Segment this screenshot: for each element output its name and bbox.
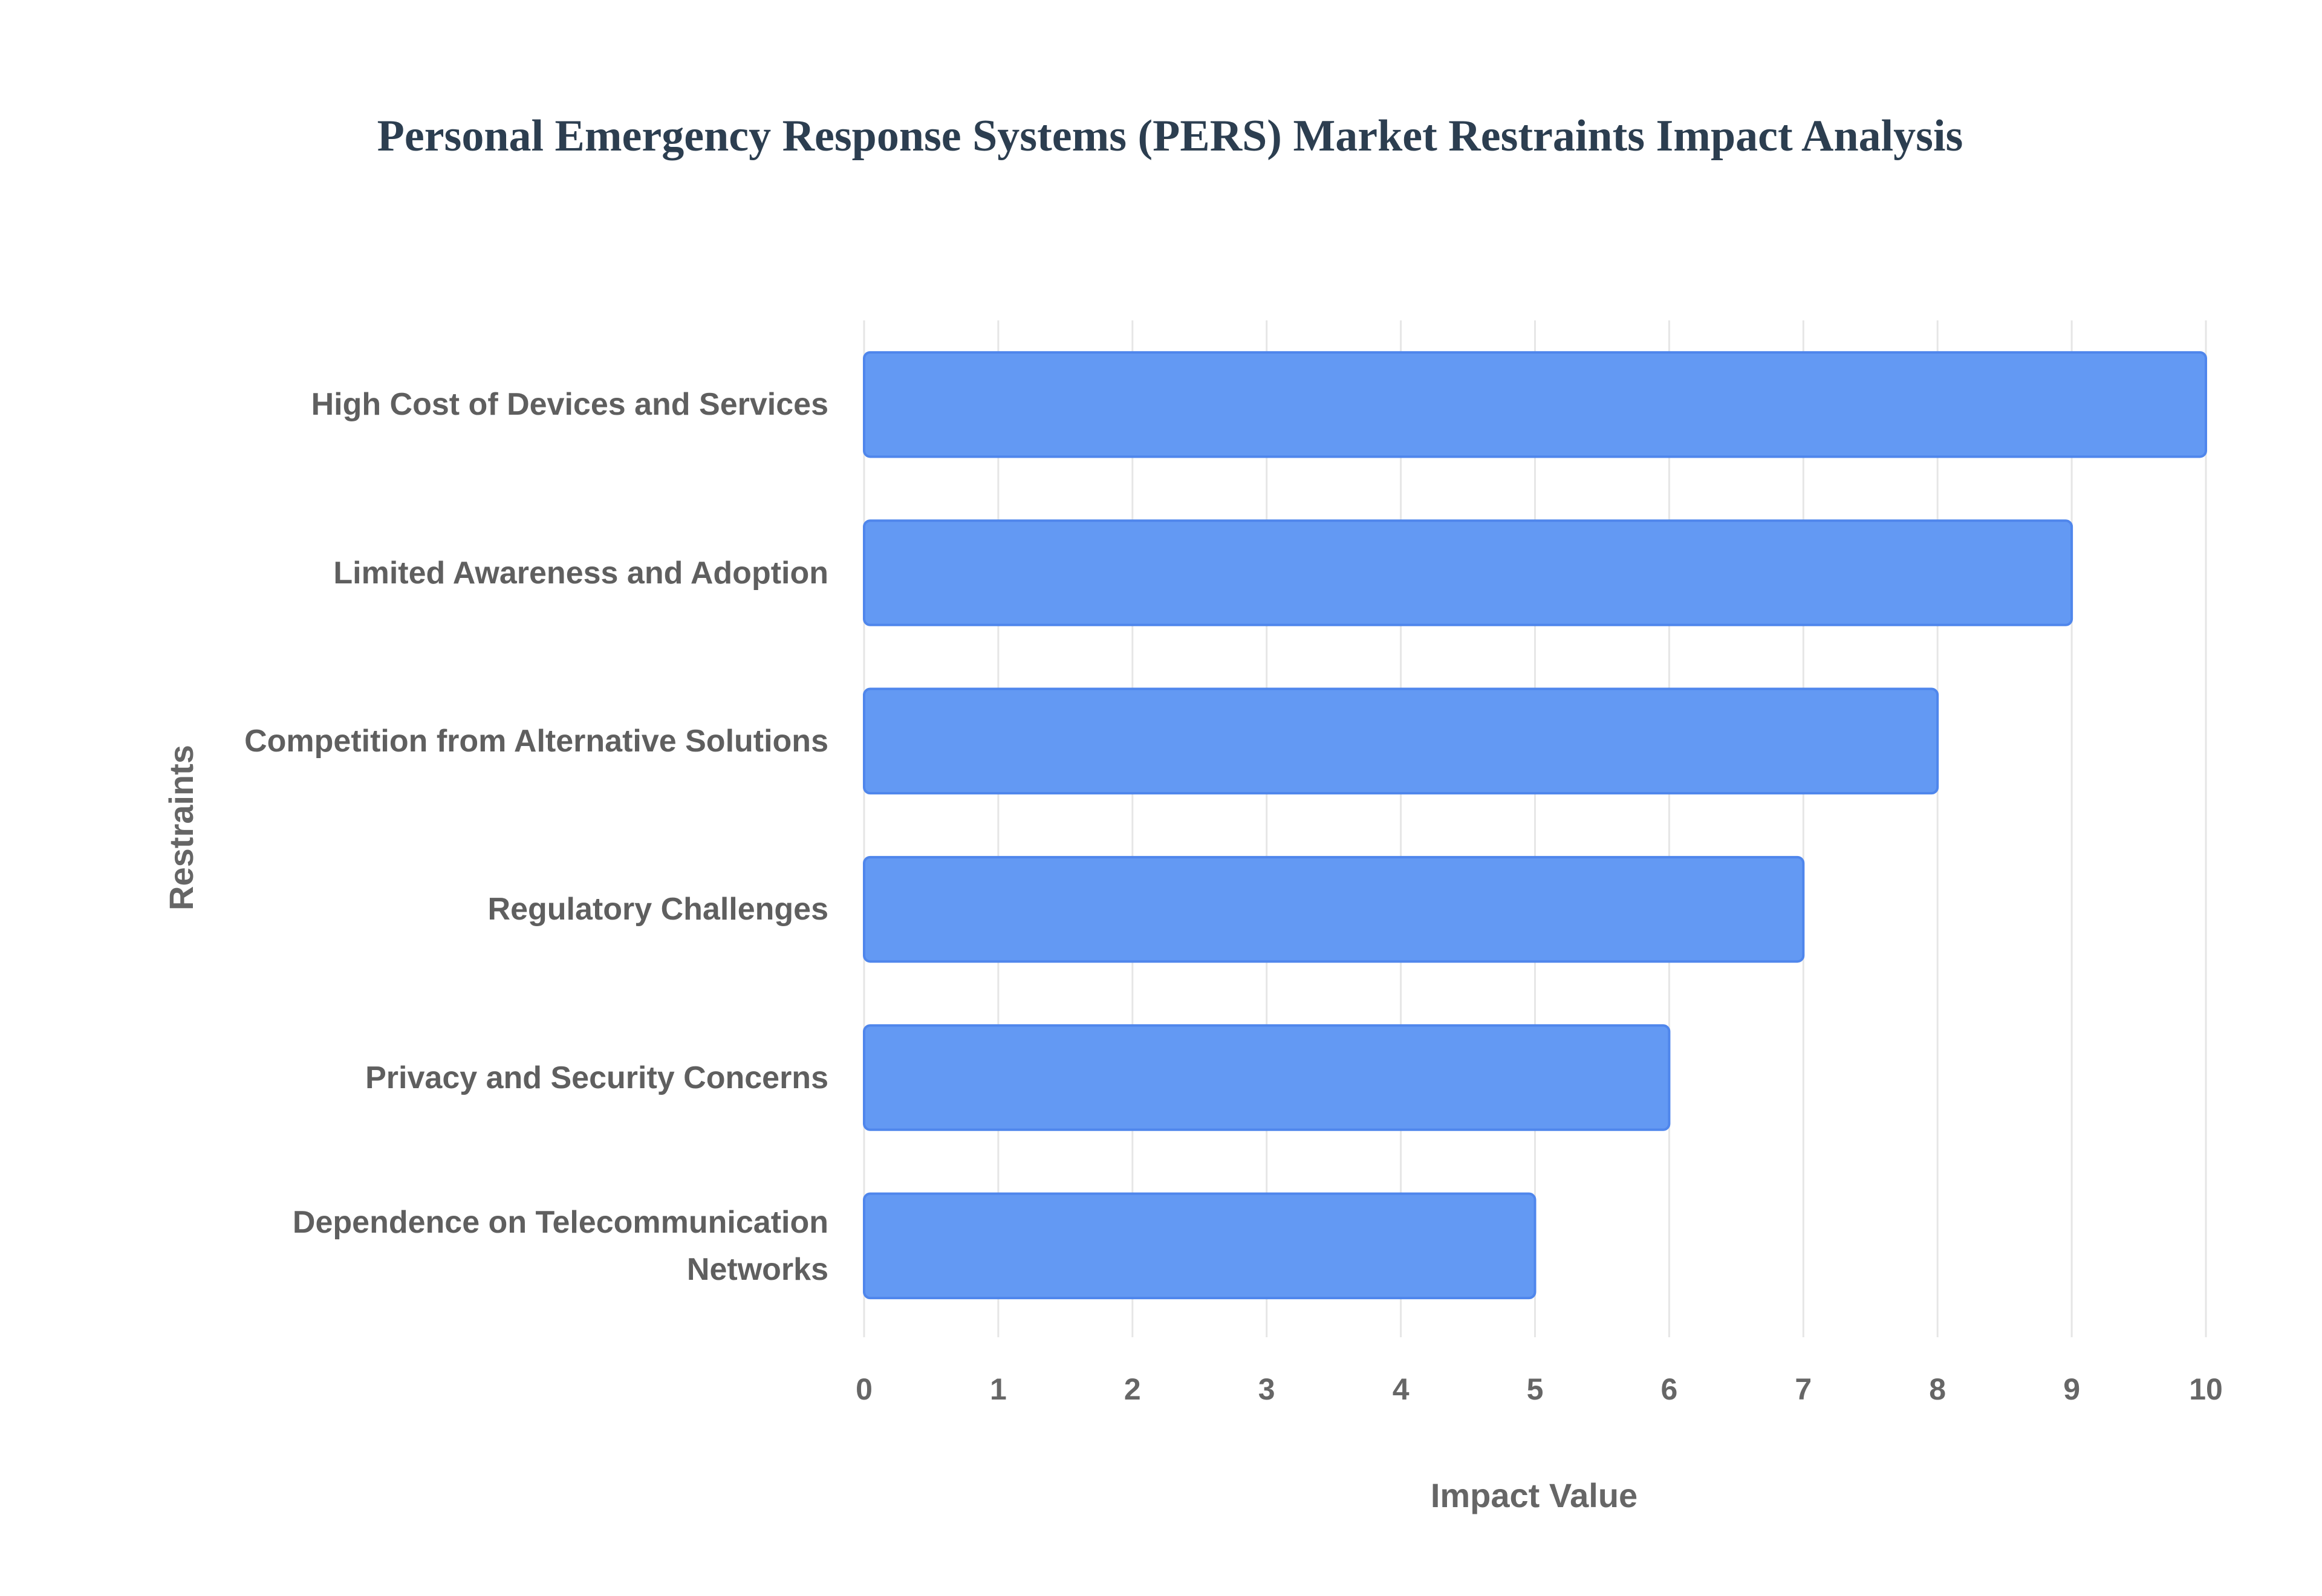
bar xyxy=(863,351,2207,458)
y-tick-label: Regulatory Challenges xyxy=(487,892,828,927)
bar xyxy=(863,519,2073,626)
x-tick-label: 5 xyxy=(1527,1372,1544,1406)
x-tick-label: 1 xyxy=(990,1372,1007,1406)
x-tick-label: 7 xyxy=(1795,1372,1812,1406)
x-tick-label: 4 xyxy=(1393,1372,1410,1406)
x-tick-label: 3 xyxy=(1258,1372,1275,1406)
y-axis-label: Restraints xyxy=(162,745,200,910)
x-tick-label: 9 xyxy=(2063,1372,2080,1406)
x-tick-label: 6 xyxy=(1660,1372,1677,1406)
x-tick-label: 8 xyxy=(1929,1372,1946,1406)
x-tick-label: 10 xyxy=(2189,1372,2223,1406)
bar xyxy=(863,687,1939,795)
y-tick-label: Privacy and Security Concerns xyxy=(365,1060,828,1095)
y-tick-label: High Cost of Devices and Services xyxy=(311,387,828,423)
bar xyxy=(863,1192,1537,1300)
bar xyxy=(863,1024,1671,1131)
x-tick-label: 2 xyxy=(1124,1372,1141,1406)
y-tick-label: Dependence on Telecommunication Networks xyxy=(292,1204,828,1287)
y-tick-label: Limited Awareness and Adoption xyxy=(333,555,828,591)
x-tick-label: 0 xyxy=(856,1372,873,1406)
bar xyxy=(863,855,1805,963)
x-axis-label: Impact Value xyxy=(1431,1476,1637,1514)
y-tick-label: Competition from Alternative Solutions xyxy=(244,723,828,759)
chart-title: Personal Emergency Response Systems (PER… xyxy=(377,111,1963,161)
